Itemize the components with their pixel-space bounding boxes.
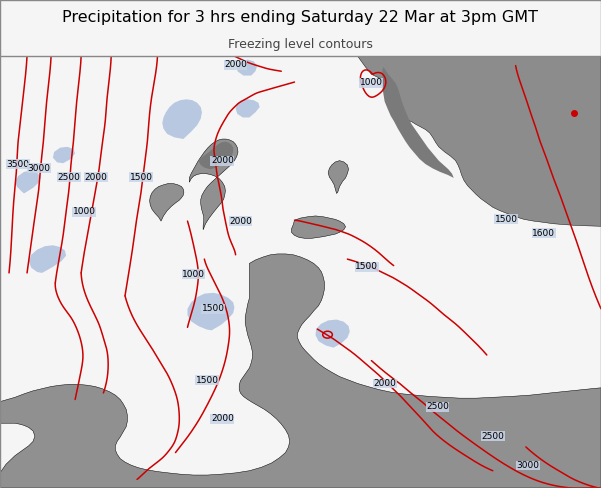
Text: 2000: 2000	[211, 156, 234, 165]
Polygon shape	[15, 171, 41, 193]
Polygon shape	[188, 293, 234, 330]
Text: 1000: 1000	[360, 79, 383, 87]
Polygon shape	[53, 147, 75, 163]
Text: 2000: 2000	[373, 379, 396, 388]
Text: 1500: 1500	[202, 305, 225, 313]
Polygon shape	[236, 99, 260, 118]
Polygon shape	[237, 60, 257, 76]
Text: 2000: 2000	[229, 217, 252, 225]
Polygon shape	[162, 99, 202, 139]
Text: Freezing level contours: Freezing level contours	[228, 39, 373, 51]
Text: Precipitation for 3 hrs ending Saturday 22 Mar at 3pm GMT: Precipitation for 3 hrs ending Saturday …	[63, 10, 538, 25]
Polygon shape	[29, 245, 66, 273]
Polygon shape	[382, 67, 454, 178]
Polygon shape	[150, 183, 184, 221]
Text: 1500: 1500	[196, 376, 219, 385]
Text: 1500: 1500	[495, 215, 517, 224]
Polygon shape	[316, 320, 350, 347]
Polygon shape	[291, 216, 346, 238]
Text: 1500: 1500	[130, 173, 153, 182]
Text: 3000: 3000	[516, 461, 539, 470]
Text: 2000: 2000	[211, 414, 234, 424]
Text: 3500: 3500	[7, 160, 29, 168]
Text: 2500: 2500	[481, 432, 504, 441]
Text: 1500: 1500	[355, 263, 378, 271]
Text: 2500: 2500	[426, 402, 449, 411]
Text: 1000: 1000	[73, 207, 96, 216]
Polygon shape	[0, 254, 601, 488]
Text: 3000: 3000	[28, 164, 50, 173]
Polygon shape	[189, 139, 238, 230]
Text: 1600: 1600	[532, 229, 555, 238]
Polygon shape	[358, 56, 601, 226]
Text: 2000: 2000	[224, 60, 247, 69]
Text: 1000: 1000	[182, 270, 205, 279]
Polygon shape	[328, 161, 349, 193]
Polygon shape	[198, 142, 233, 169]
Text: 2000: 2000	[85, 173, 108, 182]
Text: 2500: 2500	[58, 173, 81, 182]
